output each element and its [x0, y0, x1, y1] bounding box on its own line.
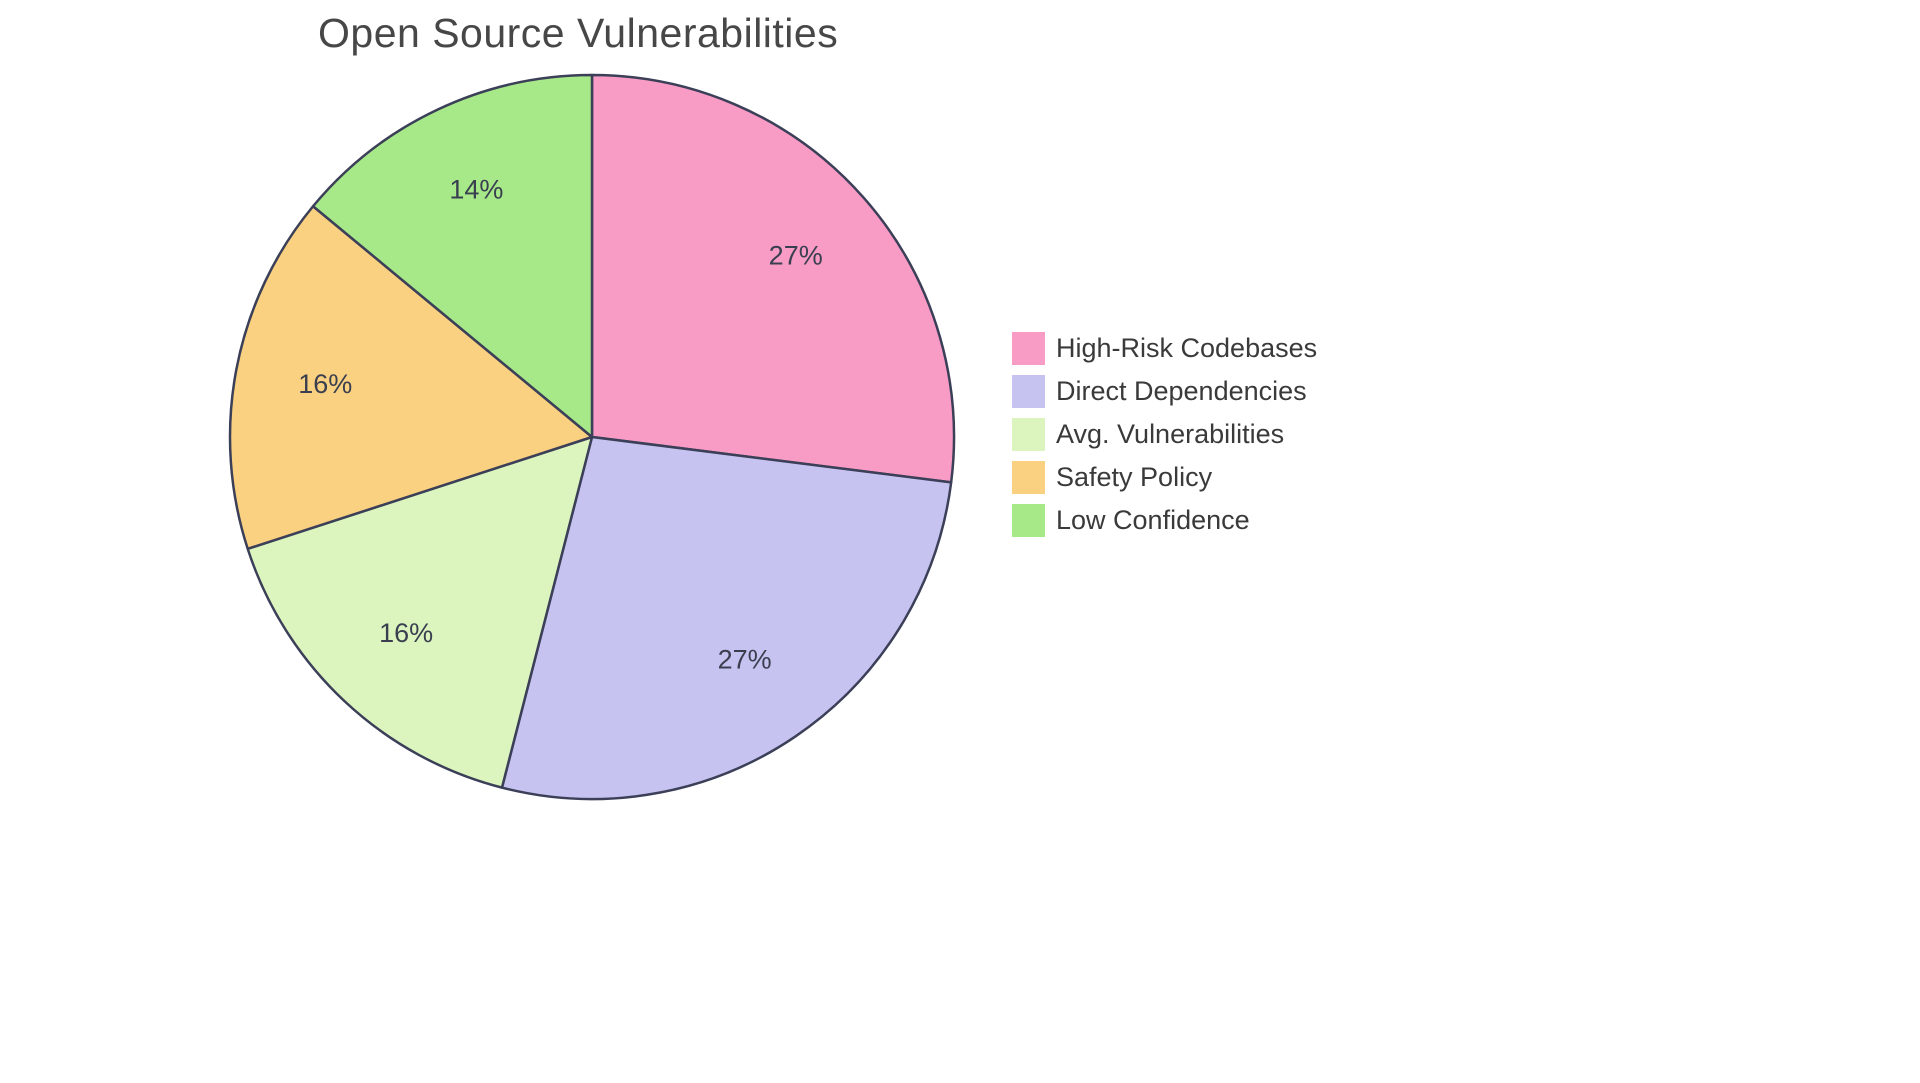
- legend-swatch-icon: [1012, 332, 1045, 365]
- pie-slice-3: [228, 205, 594, 551]
- legend-swatch-icon: [1012, 504, 1045, 537]
- legend-label: High-Risk Codebases: [1056, 333, 1318, 363]
- legend-item-2: Avg. Vulnerabilities: [1012, 418, 1317, 451]
- pie-slice-pct-label: 27%: [769, 241, 823, 271]
- legend-item-1: Direct Dependencies: [1012, 375, 1317, 408]
- legend-swatch-icon: [1012, 375, 1045, 408]
- chart-title: Open Source Vulnerabilities: [318, 10, 839, 56]
- pie-slice-pct-label: 16%: [298, 369, 352, 399]
- legend-label: Avg. Vulnerabilities: [1056, 419, 1285, 449]
- pie-slice-pct-label: 16%: [379, 618, 433, 648]
- legend-item-4: Low Confidence: [1012, 504, 1317, 537]
- legend-label: Direct Dependencies: [1056, 376, 1307, 406]
- pie-slice-1: [500, 435, 953, 801]
- legend-item-3: Safety Policy: [1012, 461, 1317, 494]
- pie-slice-0: [590, 73, 956, 484]
- legend-swatch-icon: [1012, 461, 1045, 494]
- pie-slice-pct-label: 14%: [449, 174, 503, 204]
- chart-legend: High-Risk Codebases Direct Dependencies Av…: [1012, 332, 1317, 537]
- legend-item-0: High-Risk Codebases: [1012, 332, 1317, 365]
- pie-slice-4: [311, 73, 594, 439]
- legend-swatch-icon: [1012, 418, 1045, 451]
- pie-slice-pct-label: 27%: [718, 645, 772, 675]
- legend-label: Low Confidence: [1056, 505, 1250, 535]
- pie-slice-2: [246, 435, 594, 789]
- legend-label: Safety Policy: [1056, 462, 1213, 492]
